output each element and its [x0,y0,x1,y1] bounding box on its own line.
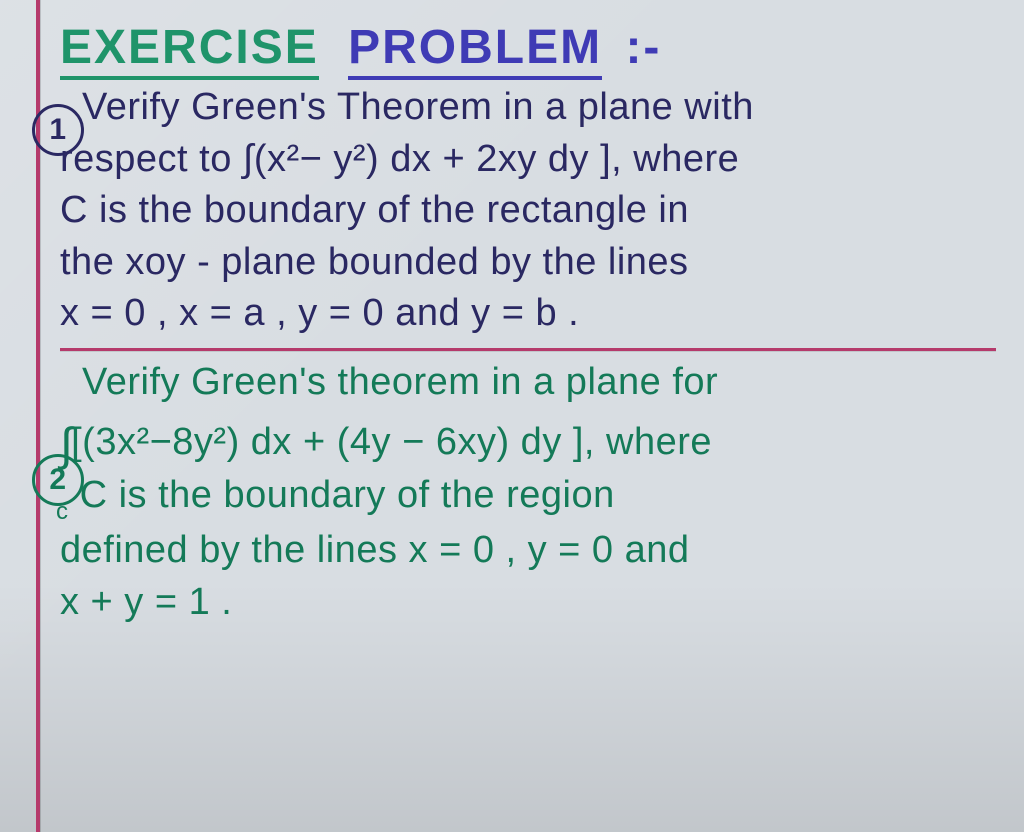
bullet-q1: 1 [32,104,84,156]
q1-line-4: the xoy - plane bounded by the lines [60,239,996,287]
mid-divider [60,348,996,351]
q2-line-2: ∫[(3x²−8y²) dx + (4y − 6xy) dy ], where [60,410,996,468]
handwritten-page: EXERCISE PROBLEM :- 1 Verify Green's The… [60,18,996,630]
page-title: EXERCISE PROBLEM :- [60,18,996,78]
q1-line-1: Verify Green's Theorem in a plane with [60,84,996,132]
q2-line-3: c C is the boundary of the region [60,472,996,524]
q2-line-3-body: C is the boundary of the region [80,474,615,516]
q1-line-3: C is the boundary of the rectangle in [60,187,996,235]
integral-symbol-icon: ∫ [60,416,73,474]
integral-subscript: c [56,497,69,527]
q1-line-5: x = 0 , x = a , y = 0 and y = b . [60,290,996,338]
bullet-q1-number: 1 [49,111,66,149]
q2-line-5: x + y = 1 . [60,579,996,627]
q2-line-1: Verify Green's theorem in a plane for [60,359,996,407]
question-1: Verify Green's Theorem in a plane with r… [60,84,996,338]
question-2: Verify Green's theorem in a plane for ∫[… [60,359,996,627]
q2-line-4: defined by the lines x = 0 , y = 0 and [60,527,996,575]
title-word-exercise: EXERCISE [60,21,319,80]
q2-line-2-body: [(3x²−8y²) dx + (4y − 6xy) dy ], where [71,421,712,463]
title-trailing: :- [625,21,661,74]
q1-line-2: respect to ∫(x²− y²) dx + 2xy dy ], wher… [60,136,996,184]
title-word-problem: PROBLEM [348,21,602,80]
